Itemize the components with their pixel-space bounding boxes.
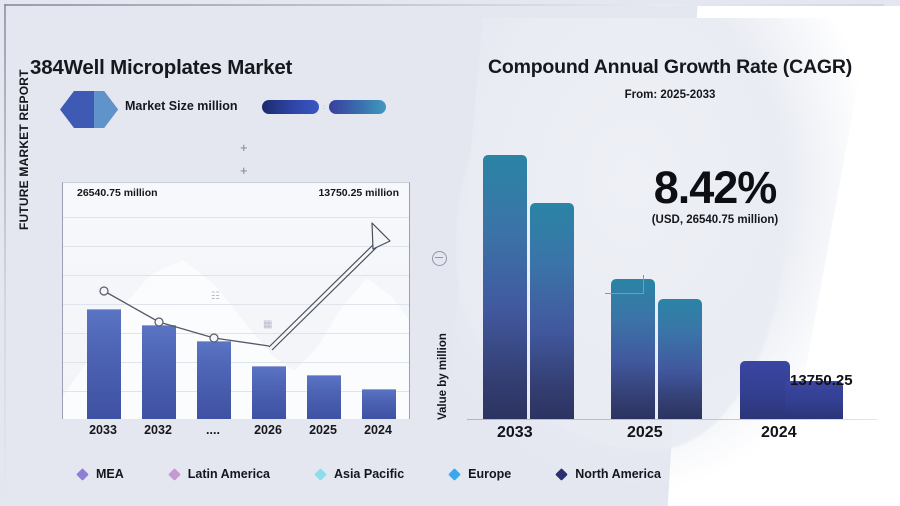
page-title: 384Well Microplates Market bbox=[30, 56, 293, 79]
gridline bbox=[63, 362, 409, 363]
bar-2026 bbox=[252, 366, 286, 419]
x-label-0: 2033 bbox=[89, 423, 117, 437]
x-label-3: 2026 bbox=[254, 423, 282, 437]
bar-2033-secondary bbox=[530, 203, 574, 419]
minus-circle-icon bbox=[432, 251, 447, 266]
right-chart bbox=[455, 120, 885, 420]
bar-2033 bbox=[87, 309, 121, 419]
right-chart-y-axis-label: Value by million bbox=[437, 333, 449, 420]
market-size-hexagon-logo bbox=[60, 91, 130, 128]
x2-label-2: 2024 bbox=[761, 424, 797, 441]
gridline bbox=[63, 275, 409, 276]
left-chart-note-start: 26540.75 million bbox=[77, 187, 158, 199]
legend-item-mea[interactable]: MEA bbox=[76, 467, 124, 481]
legend-pills: : bbox=[262, 100, 386, 114]
bar-2025-secondary bbox=[658, 299, 702, 419]
legend-item-latin-america[interactable]: Latin America bbox=[167, 467, 270, 481]
trend-line-and-arrow bbox=[99, 222, 391, 351]
cagr-title: Compound Annual Growth Rate (CAGR) bbox=[487, 56, 853, 78]
diamond-icon bbox=[76, 467, 89, 481]
legend-item-north-america[interactable]: North America bbox=[555, 467, 661, 481]
x-label-4: 2025 bbox=[309, 423, 337, 437]
gridline bbox=[63, 304, 409, 305]
x-label-5: 2024 bbox=[364, 423, 392, 437]
legend-pill-separator: : bbox=[323, 103, 325, 111]
document-icon: ☷ bbox=[211, 291, 220, 302]
market-size-legend: Market Size million : bbox=[60, 88, 400, 132]
x-label-2: .... bbox=[206, 423, 220, 437]
panel-top-border bbox=[4, 4, 884, 6]
diamond-icon bbox=[555, 467, 569, 481]
bar-2024-primary bbox=[740, 361, 790, 419]
legend-label: Asia Pacific bbox=[333, 467, 405, 481]
bracket-marker bbox=[605, 275, 644, 294]
legend-item-europe[interactable]: Europe bbox=[448, 467, 512, 481]
chart-small-icon: ▦ bbox=[263, 319, 273, 330]
plus-icon-lower: + bbox=[240, 163, 248, 178]
diamond-icon bbox=[314, 467, 327, 481]
legend-pill-light bbox=[328, 100, 386, 114]
legend-item-asia-pacific[interactable]: Asia Pacific bbox=[314, 467, 405, 481]
bar-2025-primary bbox=[611, 279, 655, 419]
bar-2032 bbox=[142, 325, 176, 419]
left-chart-y-axis-label: FUTURE MARKET REPORT bbox=[17, 69, 31, 230]
gridline bbox=[63, 333, 409, 334]
bar-2024-secondary bbox=[785, 381, 843, 419]
legend-label: Europe bbox=[468, 467, 512, 481]
region-legend: MEA Latin America Asia Pacific Europe No… bbox=[76, 462, 707, 486]
x2-label-1: 2025 bbox=[627, 424, 663, 441]
plus-icon-upper: + bbox=[240, 140, 248, 155]
market-size-legend-label: Market Size million bbox=[125, 99, 238, 113]
left-chart-note-end: 13750.25 million bbox=[318, 187, 399, 199]
diamond-icon bbox=[167, 467, 181, 481]
bar-2024 bbox=[362, 389, 396, 419]
legend-label: MEA bbox=[96, 467, 124, 481]
bar-2025 bbox=[307, 375, 341, 419]
legend-pill-dark bbox=[262, 100, 319, 114]
cagr-period: From: 2025-2033 bbox=[624, 89, 716, 101]
panel-left-border bbox=[4, 4, 6, 502]
right-chart-axis bbox=[467, 418, 877, 420]
cagr-value-note: (USD, 26540.75 million) bbox=[651, 214, 779, 226]
legend-label: Latin America bbox=[187, 467, 270, 481]
gridline bbox=[63, 246, 409, 247]
gridline bbox=[63, 217, 409, 218]
right-chart-x-axis: 2033 2025 2024 bbox=[455, 424, 885, 448]
legend-label: North America bbox=[575, 467, 661, 481]
x-label-1: 2032 bbox=[144, 423, 172, 437]
left-chart-x-axis: 2033 2032 .... 2026 2025 2024 bbox=[62, 423, 410, 445]
left-chart: 26540.75 million 13750.25 million ☷ ▦ bbox=[62, 182, 410, 419]
x2-label-0: 2033 bbox=[497, 424, 533, 441]
gridline bbox=[63, 391, 409, 392]
bar-2033-primary bbox=[483, 155, 527, 419]
data-label-2024: 13750.25 bbox=[790, 372, 853, 389]
diamond-icon bbox=[448, 467, 462, 481]
bar-dots bbox=[197, 341, 231, 419]
cagr-value: 8.42% bbox=[653, 162, 778, 213]
